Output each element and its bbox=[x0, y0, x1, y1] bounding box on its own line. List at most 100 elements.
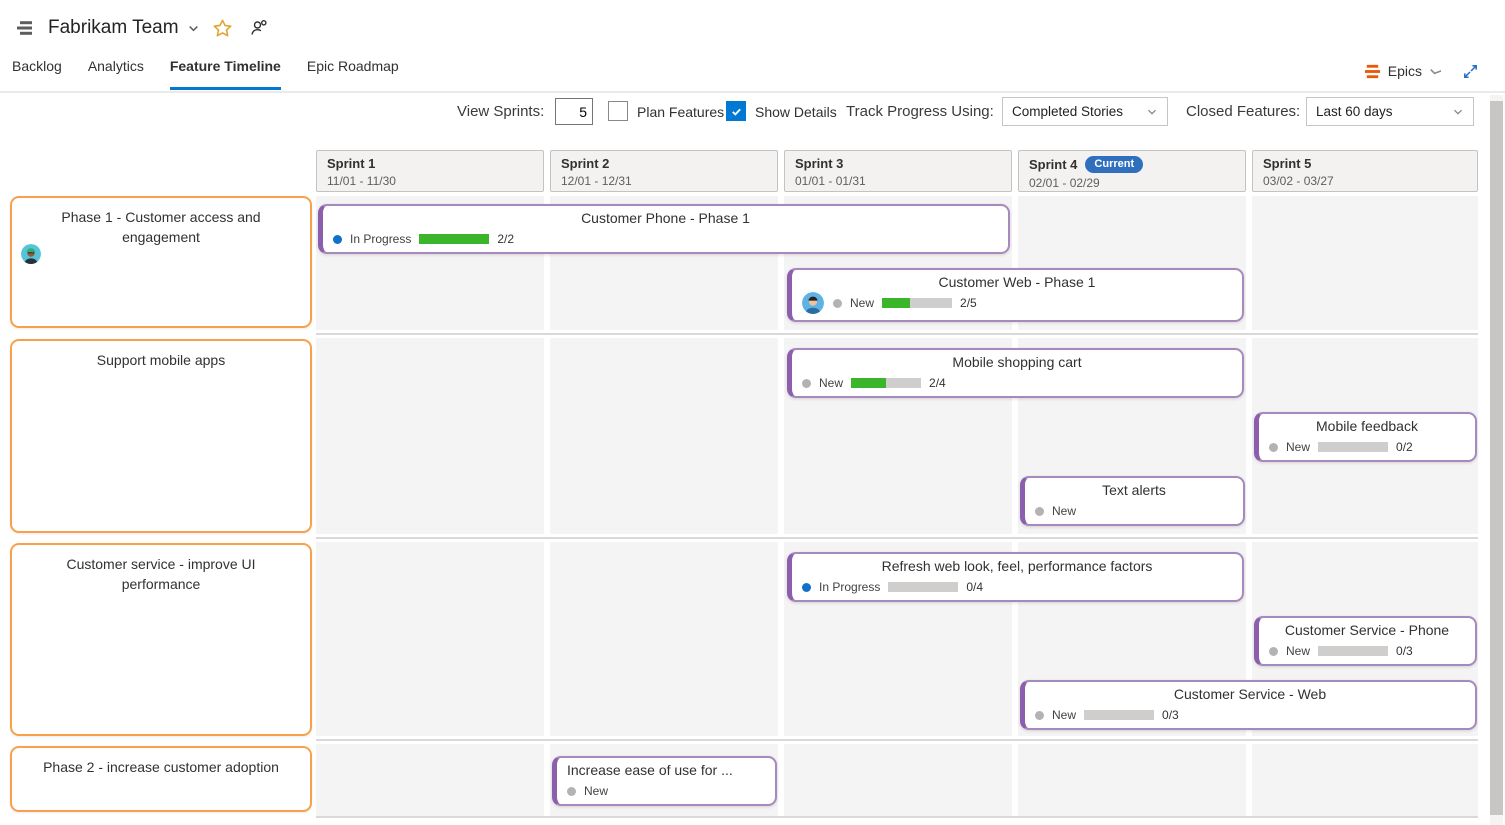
chevron-down-icon bbox=[1454, 109, 1462, 115]
tab-feature-timeline[interactable]: Feature Timeline bbox=[169, 58, 281, 90]
progress-bar bbox=[1318, 646, 1389, 656]
feature-card[interactable]: Customer Phone - Phase 1 In Progress 2/2 bbox=[318, 204, 1010, 254]
plan-features-label: Plan Features bbox=[637, 104, 725, 120]
progress-bar bbox=[851, 378, 922, 388]
feature-title: Increase ease of use for ... bbox=[567, 762, 733, 778]
current-sprint-badge: Current bbox=[1085, 156, 1144, 174]
epic-title: Support mobile apps bbox=[96, 352, 226, 368]
track-progress-dropdown[interactable]: Completed Stories bbox=[1002, 97, 1168, 126]
closed-features-dropdown[interactable]: Last 60 days bbox=[1306, 97, 1474, 126]
sprint-name: Sprint 5 bbox=[1263, 156, 1312, 171]
status-dot bbox=[1035, 710, 1044, 720]
epic-title: Phase 2 - increase customer adoption bbox=[43, 759, 279, 775]
tabbar-actions: Epics bbox=[1363, 58, 1483, 84]
check-icon bbox=[731, 108, 741, 116]
favorite-star-icon[interactable] bbox=[210, 15, 236, 41]
feature-title: Customer Service - Phone bbox=[1284, 622, 1450, 638]
row-divider bbox=[316, 736, 1478, 744]
sprint-dates: 01/01 - 01/31 bbox=[795, 174, 866, 188]
status-label: New bbox=[819, 376, 844, 390]
feature-card[interactable]: Customer Service - Web New 0/3 bbox=[1020, 680, 1477, 730]
status-label: New bbox=[1286, 644, 1311, 658]
status-dot bbox=[1269, 442, 1278, 452]
sprint-dates: 03/02 - 03/27 bbox=[1263, 174, 1334, 188]
closed-features-value: Last 60 days bbox=[1316, 104, 1393, 119]
feature-status: New bbox=[1035, 504, 1084, 518]
nav-tabs: Backlog Analytics Feature Timeline Epic … bbox=[12, 58, 399, 90]
row-divider bbox=[316, 330, 1478, 338]
feature-title: Mobile shopping cart bbox=[952, 354, 1082, 370]
feature-status: New 0/3 bbox=[1035, 708, 1179, 722]
progress-bar bbox=[1318, 442, 1389, 452]
page-header: Fabrikam Team bbox=[12, 12, 272, 44]
progress-fraction: 0/3 bbox=[1162, 708, 1179, 722]
team-members-icon[interactable] bbox=[246, 15, 272, 41]
status-label: In Progress bbox=[819, 580, 881, 594]
tabbar-divider bbox=[0, 91, 1505, 93]
feature-card[interactable]: Customer Web - Phase 1 New 2/5 bbox=[787, 268, 1244, 322]
vertical-scrollbar[interactable] bbox=[1490, 95, 1503, 825]
feature-title: Customer Web - Phase 1 bbox=[938, 274, 1096, 290]
row-divider bbox=[316, 816, 1478, 818]
plan-features-checkbox[interactable] bbox=[608, 101, 628, 121]
scrollbar-thumb[interactable] bbox=[1490, 101, 1503, 815]
tab-epic-roadmap[interactable]: Epic Roadmap bbox=[306, 58, 399, 74]
tab-backlog[interactable]: Backlog bbox=[12, 58, 62, 74]
sprint-1-column bbox=[316, 196, 544, 818]
feature-card[interactable]: Refresh web look, feel, performance fact… bbox=[787, 552, 1244, 602]
feature-card[interactable]: Text alerts New bbox=[1020, 476, 1245, 526]
sprint-2-column bbox=[550, 196, 778, 818]
sprint-5-header: Sprint 5 03/02 - 03/27 bbox=[1252, 150, 1478, 192]
feature-status: New 0/3 bbox=[1269, 644, 1413, 658]
progress-fraction: 0/3 bbox=[1396, 644, 1413, 658]
feature-title: Customer Phone - Phase 1 bbox=[581, 210, 750, 226]
show-details-checkbox[interactable] bbox=[726, 101, 746, 121]
sprint-dates: 02/01 - 02/29 bbox=[1029, 176, 1100, 191]
sprint-1-header: Sprint 1 11/01 - 11/30 bbox=[316, 150, 544, 192]
sprint-name: Sprint 3 bbox=[795, 156, 844, 171]
feature-status: New 0/2 bbox=[1269, 440, 1413, 454]
feature-title: Mobile feedback bbox=[1316, 418, 1418, 434]
epics-icon bbox=[1364, 64, 1380, 78]
closed-features-label: Closed Features: bbox=[1186, 103, 1301, 120]
avatar bbox=[21, 244, 41, 264]
epic-card[interactable]: Support mobile apps bbox=[10, 339, 312, 533]
backlog-level-picker[interactable]: Epics bbox=[1363, 62, 1441, 81]
progress-fraction: 2/5 bbox=[960, 296, 977, 310]
status-dot bbox=[1035, 506, 1044, 516]
feature-card[interactable]: Mobile feedback New 0/2 bbox=[1254, 412, 1477, 462]
show-details-label: Show Details bbox=[755, 104, 837, 120]
status-label: New bbox=[1052, 708, 1077, 722]
sprint-dates: 12/01 - 12/31 bbox=[561, 174, 632, 188]
epic-card[interactable]: Phase 2 - increase customer adoption bbox=[10, 746, 312, 812]
progress-bar bbox=[882, 298, 953, 308]
view-sprints-input[interactable] bbox=[555, 98, 593, 125]
feature-card[interactable]: Mobile shopping cart New 2/4 bbox=[787, 348, 1244, 398]
status-label: New bbox=[1286, 440, 1311, 454]
epic-card[interactable]: Customer service - improve UI performanc… bbox=[10, 543, 312, 736]
fullscreen-expand-icon[interactable] bbox=[1457, 58, 1483, 84]
status-dot bbox=[802, 582, 811, 592]
status-dot bbox=[802, 378, 811, 388]
row-divider bbox=[316, 534, 1478, 542]
feature-status: In Progress 0/4 bbox=[802, 580, 983, 594]
team-name: Fabrikam Team bbox=[48, 17, 179, 38]
feature-card[interactable]: Customer Service - Phone New 0/3 bbox=[1254, 616, 1477, 666]
team-selector[interactable]: Fabrikam Team bbox=[48, 17, 200, 39]
status-label: New bbox=[1052, 504, 1077, 518]
sprint-name: Sprint 2 bbox=[561, 156, 610, 171]
sprint-name: Sprint 4 Current bbox=[1029, 156, 1245, 174]
sprint-4-header: Sprint 4 Current 02/01 - 02/29 bbox=[1018, 150, 1246, 192]
progress-fraction: 0/2 bbox=[1396, 440, 1413, 454]
epic-card[interactable]: Phase 1 - Customer access and engagement bbox=[10, 196, 312, 328]
track-progress-label: Track Progress Using: bbox=[846, 103, 994, 120]
feature-title: Refresh web look, feel, performance fact… bbox=[881, 558, 1153, 574]
feature-card[interactable]: Increase ease of use for ... New bbox=[552, 756, 777, 806]
feature-status: New 2/4 bbox=[802, 376, 946, 390]
feature-title: Text alerts bbox=[1102, 482, 1166, 498]
feature-status: New 2/5 bbox=[802, 292, 977, 314]
chevron-down-icon bbox=[1430, 68, 1441, 74]
tab-analytics[interactable]: Analytics bbox=[87, 58, 144, 74]
team-backlog-icon bbox=[12, 15, 38, 41]
